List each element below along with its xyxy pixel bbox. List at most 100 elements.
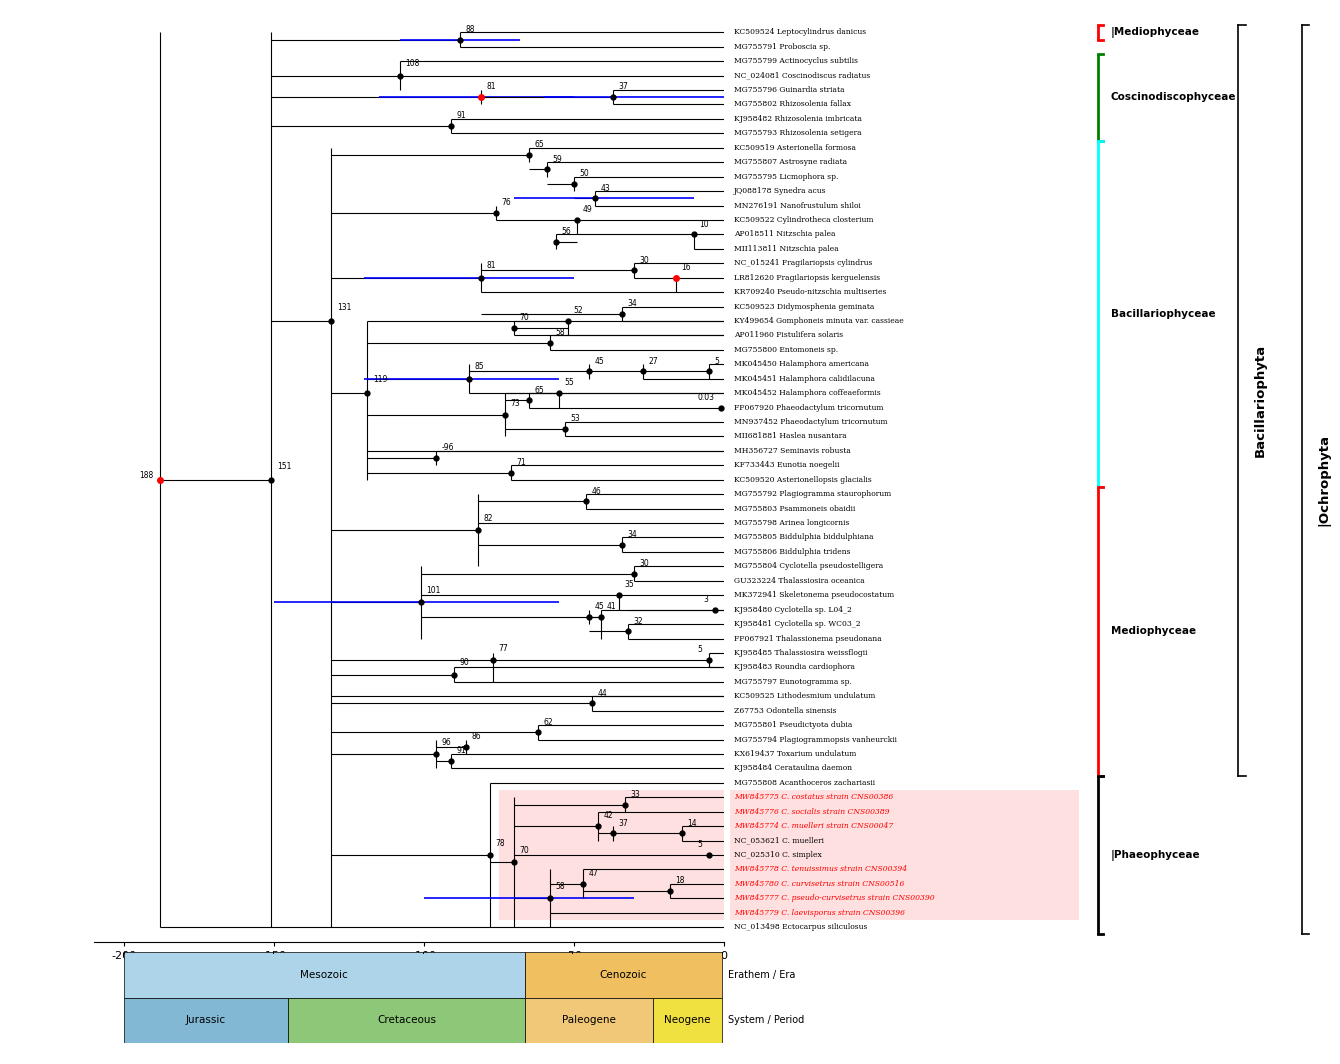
Text: MG755797 Eunotogramma sp.: MG755797 Eunotogramma sp.	[734, 678, 852, 686]
Text: FF067920 Phaeodactylum tricornutum: FF067920 Phaeodactylum tricornutum	[734, 403, 883, 412]
Text: MG755796 Guinardia striata: MG755796 Guinardia striata	[734, 86, 844, 94]
Text: 45: 45	[595, 356, 604, 366]
Text: MG755805 Biddulphia biddulphiana: MG755805 Biddulphia biddulphiana	[734, 533, 874, 542]
Text: 27: 27	[649, 356, 658, 366]
Text: KC509524 Leptocylindrus danicus: KC509524 Leptocylindrus danicus	[734, 29, 866, 36]
Text: JQ088178 Synedra acus: JQ088178 Synedra acus	[734, 187, 827, 195]
Text: KY499654 Gomphoneis minuta var. cassieae: KY499654 Gomphoneis minuta var. cassieae	[734, 317, 903, 325]
Text: MK045452 Halamphora coffeaeformis: MK045452 Halamphora coffeaeformis	[734, 389, 880, 397]
Text: 30: 30	[639, 255, 650, 265]
Bar	[123, 952, 524, 998]
Text: 73: 73	[511, 399, 520, 408]
Text: MG755804 Cyclotella pseudostelligera: MG755804 Cyclotella pseudostelligera	[734, 563, 883, 570]
Text: MW845779 C. laevisporus strain CNS00396: MW845779 C. laevisporus strain CNS00396	[734, 909, 904, 917]
Text: 188: 188	[139, 470, 154, 480]
Text: |Ochrophyta: |Ochrophyta	[1317, 434, 1331, 526]
Text: 131: 131	[336, 303, 351, 313]
Text: KJ958482 Rhizosolenia imbricata: KJ958482 Rhizosolenia imbricata	[734, 115, 862, 123]
Text: KC509522 Cylindrotheca closterium: KC509522 Cylindrotheca closterium	[734, 216, 874, 223]
Text: 50: 50	[580, 169, 590, 178]
Text: 0.03: 0.03	[698, 393, 714, 402]
Text: 55: 55	[564, 379, 575, 387]
Text: Jurassic: Jurassic	[186, 1015, 226, 1025]
Text: 58: 58	[556, 328, 565, 337]
Text: KJ958484 Cerataulina daemon: KJ958484 Cerataulina daemon	[734, 764, 852, 772]
Text: 18: 18	[675, 877, 685, 885]
Text: NC_053621 C. muelleri: NC_053621 C. muelleri	[734, 836, 824, 845]
Text: 58: 58	[556, 882, 565, 892]
Text: 65: 65	[535, 385, 544, 395]
Text: 35: 35	[624, 581, 634, 589]
Text: KJ958485 Thalassiosira weissflogii: KJ958485 Thalassiosira weissflogii	[734, 649, 867, 656]
Text: 5: 5	[714, 356, 720, 366]
Text: KJ958483 Roundia cardiophora: KJ958483 Roundia cardiophora	[734, 663, 855, 671]
Bar	[653, 998, 722, 1043]
Text: Neogene: Neogene	[665, 1015, 712, 1025]
Text: NC_025310 C. simplex: NC_025310 C. simplex	[734, 851, 821, 859]
Text: 10: 10	[699, 219, 709, 229]
Text: KC509519 Asterionella formosa: KC509519 Asterionella formosa	[734, 144, 856, 152]
Text: 71: 71	[517, 458, 527, 467]
Text: MG755793 Rhizosolenia setigera: MG755793 Rhizosolenia setigera	[734, 130, 862, 137]
Text: System / Period: System / Period	[728, 1015, 804, 1025]
Text: AP011960 Fistulifera solaris: AP011960 Fistulifera solaris	[734, 331, 843, 339]
Text: 62: 62	[544, 717, 553, 727]
Bar	[123, 998, 288, 1043]
Text: |Mediophyceae: |Mediophyceae	[1111, 27, 1199, 38]
Text: MH356727 Seminavis robusta: MH356727 Seminavis robusta	[734, 447, 851, 455]
Text: MW845775 C. costatus strain CNS00386: MW845775 C. costatus strain CNS00386	[734, 794, 892, 801]
Text: 33: 33	[631, 789, 641, 799]
Text: |Phaeophyceae: |Phaeophyceae	[1111, 849, 1201, 861]
Text: MN937452 Phaeodactylum tricornutum: MN937452 Phaeodactylum tricornutum	[734, 418, 887, 426]
Text: 119: 119	[373, 376, 387, 384]
Text: Mesozoic: Mesozoic	[300, 970, 348, 980]
Text: Mediophyceae: Mediophyceae	[1111, 627, 1197, 636]
Text: 42: 42	[603, 812, 614, 820]
X-axis label: Mya: Mya	[395, 963, 422, 977]
Text: 30: 30	[639, 559, 650, 568]
Text: MW845780 C. curvisetrus strain CNS00516: MW845780 C. curvisetrus strain CNS00516	[734, 880, 904, 887]
Bar	[730, 791, 1079, 920]
Text: KC509525 Lithodesmium undulatum: KC509525 Lithodesmium undulatum	[734, 693, 875, 700]
Text: 49: 49	[583, 205, 592, 214]
Text: 88: 88	[466, 24, 476, 34]
Text: MG755792 Plagiogramma staurophorum: MG755792 Plagiogramma staurophorum	[734, 491, 891, 498]
Text: MG755798 Arinea longicornis: MG755798 Arinea longicornis	[734, 519, 850, 527]
Text: 5: 5	[698, 646, 702, 654]
Text: 53: 53	[571, 415, 580, 423]
Text: AP018511 Nitzschia palea: AP018511 Nitzschia palea	[734, 231, 835, 238]
Text: 91: 91	[457, 112, 466, 120]
Text: 14: 14	[687, 818, 697, 828]
Text: MG755807 Astrosyne radiata: MG755807 Astrosyne radiata	[734, 159, 847, 166]
Text: MG755799 Actinocyclus subtilis: MG755799 Actinocyclus subtilis	[734, 57, 858, 65]
Text: 5: 5	[698, 841, 702, 849]
Text: 47: 47	[588, 869, 599, 878]
Text: 151: 151	[277, 462, 291, 471]
Text: 34: 34	[627, 530, 638, 539]
Bar	[524, 952, 722, 998]
Text: LR812620 Fragilariopsis kerguelensis: LR812620 Fragilariopsis kerguelensis	[734, 273, 880, 282]
Text: -96: -96	[442, 444, 454, 452]
Text: MG755803 Psammoneis obaidii: MG755803 Psammoneis obaidii	[734, 504, 855, 513]
Bar	[288, 998, 524, 1043]
Text: 86: 86	[472, 732, 481, 741]
Text: 16: 16	[682, 263, 691, 272]
Text: MG755800 Entomoneis sp.: MG755800 Entomoneis sp.	[734, 346, 838, 354]
Text: 65: 65	[535, 140, 544, 149]
Text: 44: 44	[598, 688, 607, 698]
Text: MG755794 Plagiogrammopsis vanheurckii: MG755794 Plagiogrammopsis vanheurckii	[734, 735, 896, 744]
Text: Cenozoic: Cenozoic	[599, 970, 647, 980]
Text: KJ958480 Cyclotella sp. L04_2: KJ958480 Cyclotella sp. L04_2	[734, 605, 852, 614]
Text: MG755806 Biddulphia tridens: MG755806 Biddulphia tridens	[734, 548, 851, 555]
Text: 56: 56	[561, 227, 571, 236]
Text: Bacillariophyta: Bacillariophyta	[1253, 344, 1266, 456]
Text: MG755791 Proboscia sp.: MG755791 Proboscia sp.	[734, 43, 831, 51]
Text: FF067921 Thalassionema pseudonana: FF067921 Thalassionema pseudonana	[734, 634, 882, 643]
Text: 32: 32	[634, 616, 643, 626]
Text: Coscinodiscophyceae: Coscinodiscophyceae	[1111, 93, 1237, 102]
Text: 41: 41	[607, 602, 616, 611]
Text: Z67753 Odontella sinensis: Z67753 Odontella sinensis	[734, 706, 836, 715]
Text: 101: 101	[426, 586, 441, 595]
Text: 70: 70	[520, 846, 529, 855]
Text: MG755808 Acanthoceros zachariasii: MG755808 Acanthoceros zachariasii	[734, 779, 875, 787]
